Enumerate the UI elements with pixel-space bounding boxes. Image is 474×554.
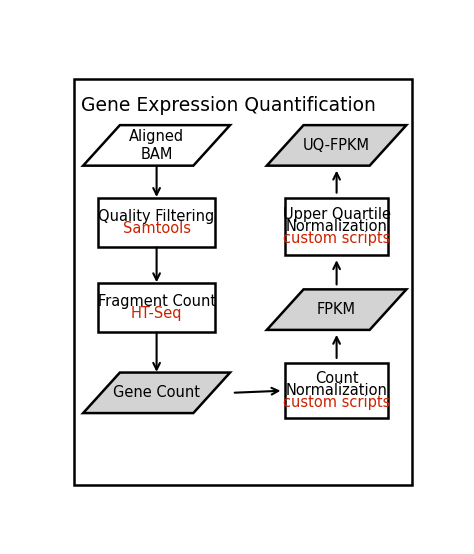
Polygon shape xyxy=(267,125,406,166)
Polygon shape xyxy=(267,289,406,330)
Text: Gene Count: Gene Count xyxy=(113,386,200,401)
Text: custom scripts: custom scripts xyxy=(283,395,390,410)
Text: Gene Expression Quantification: Gene Expression Quantification xyxy=(82,96,376,115)
Text: Aligned
BAM: Aligned BAM xyxy=(129,129,184,162)
Text: custom scripts: custom scripts xyxy=(283,231,390,246)
Text: Quality Filtering: Quality Filtering xyxy=(99,209,215,224)
Bar xyxy=(285,198,388,255)
Bar xyxy=(285,363,388,418)
Polygon shape xyxy=(83,372,230,413)
Text: Upper Quartile: Upper Quartile xyxy=(283,207,391,222)
Text: Fragment Count: Fragment Count xyxy=(98,294,216,309)
Polygon shape xyxy=(83,125,230,166)
Text: FPKM: FPKM xyxy=(317,302,356,317)
Bar xyxy=(98,283,215,332)
Text: Normalization: Normalization xyxy=(286,219,388,234)
Text: Count: Count xyxy=(315,371,358,386)
Text: HT-Seq: HT-Seq xyxy=(131,306,182,321)
Text: UQ-FPKM: UQ-FPKM xyxy=(303,138,370,153)
Bar xyxy=(98,198,215,247)
Text: Samtools: Samtools xyxy=(123,220,191,235)
Text: Normalization: Normalization xyxy=(286,383,388,398)
